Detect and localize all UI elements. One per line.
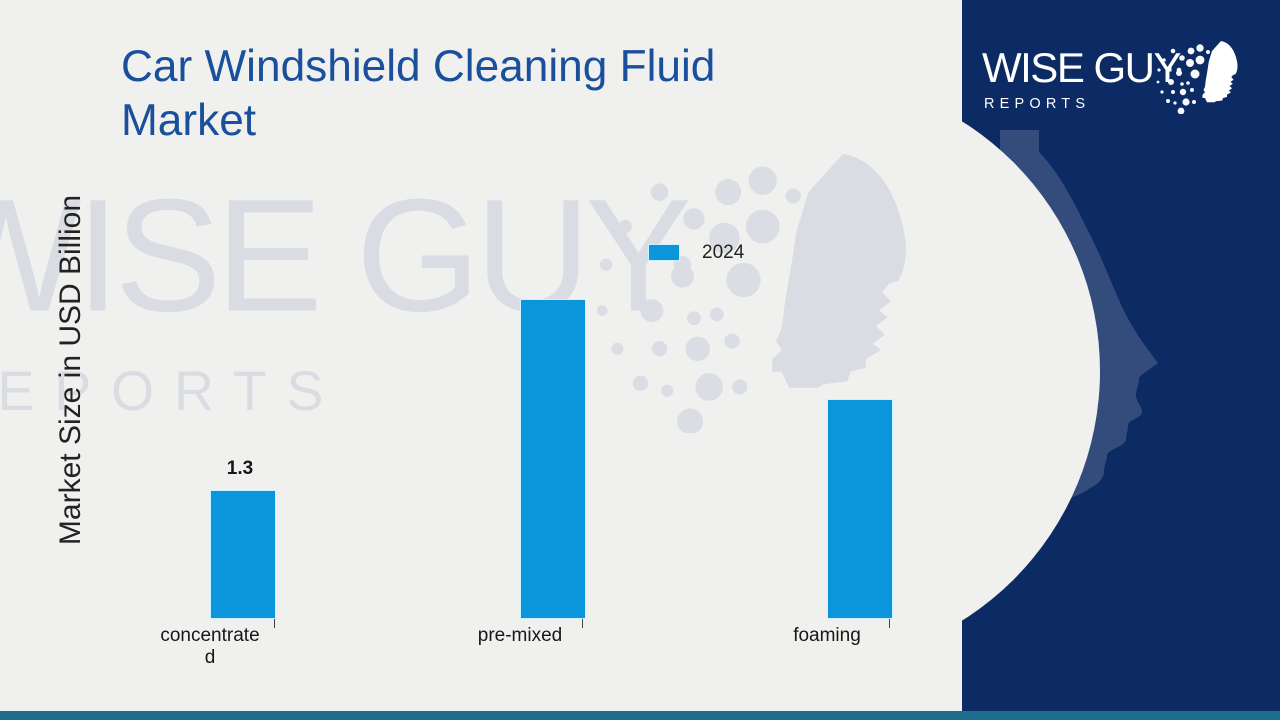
svg-text:REPORTS: REPORTS bbox=[0, 360, 343, 422]
svg-text:REPORTS: REPORTS bbox=[984, 96, 1090, 112]
svg-text:WISE GUY: WISE GUY bbox=[982, 44, 1182, 91]
